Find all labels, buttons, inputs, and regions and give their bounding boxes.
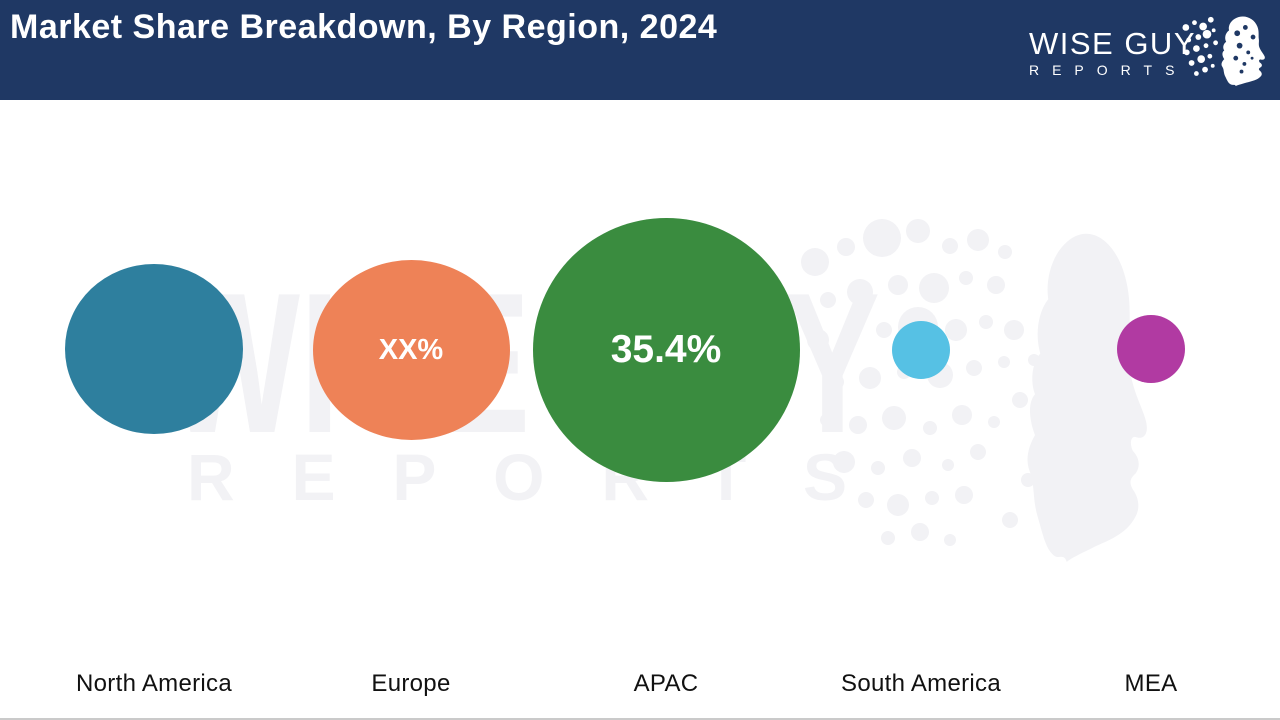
bubble-europe: XX% bbox=[312, 260, 510, 440]
bubble-apac: 35.4% bbox=[532, 218, 800, 482]
chart-area: WISE GUY REPORTS bbox=[0, 100, 1280, 718]
page-title: Market Share Breakdown, By Region, 2024 bbox=[10, 8, 718, 46]
brand-text: WISE GUY REPORTS bbox=[1028, 25, 1196, 79]
brand-name: WISE GUY bbox=[1028, 25, 1196, 61]
header-bar: Market Share Breakdown, By Region, 2024 … bbox=[0, 0, 1280, 100]
bubble-value-label: XX% bbox=[378, 333, 444, 366]
category-label-mea: MEA bbox=[1124, 670, 1178, 697]
brand-logo: WISE GUY REPORTS bbox=[1029, 4, 1266, 96]
brand-tagline: REPORTS bbox=[1028, 62, 1188, 79]
bubble-value-label: 35.4% bbox=[610, 328, 722, 371]
bubble-south-america bbox=[892, 321, 950, 379]
category-label-north-america: North America bbox=[76, 670, 232, 697]
bubble-mea bbox=[1117, 315, 1185, 383]
category-label-europe: Europe bbox=[371, 670, 451, 697]
category-label-south-america: South America bbox=[841, 670, 1001, 697]
category-label-apac: APAC bbox=[633, 670, 699, 697]
brand-head-icon bbox=[1182, 16, 1265, 87]
bubble-north-america bbox=[65, 264, 243, 434]
bottom-border bbox=[0, 718, 1280, 720]
